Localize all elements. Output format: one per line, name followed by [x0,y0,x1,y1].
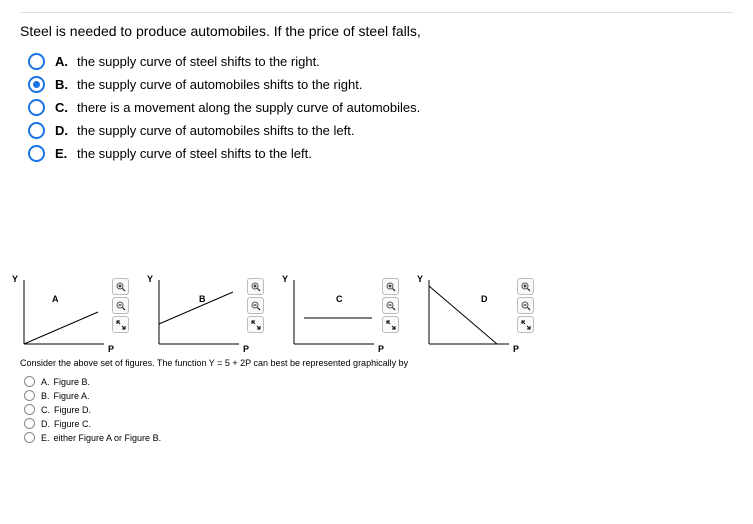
figure-b: Y P B [155,278,243,350]
figure-a: Y P A [20,278,108,350]
figure-a-svg [20,278,108,350]
zoom-out-icon[interactable] [247,297,264,314]
figure-a-tools [112,278,129,350]
radio-icon[interactable] [28,122,45,139]
section-divider [20,12,733,13]
y-axis-label: Y [147,274,153,284]
radio-icon[interactable] [28,53,45,70]
zoom-in-icon[interactable] [112,278,129,295]
option-text: the supply curve of automobiles shifts t… [77,77,362,92]
q1-option-a[interactable]: A. the supply curve of steel shifts to t… [28,53,733,70]
q1-option-e[interactable]: E. the supply curve of steel shifts to t… [28,145,733,162]
q2-options: A. Figure B. B. Figure A. C. Figure D. D… [24,376,733,443]
radio-icon[interactable] [24,376,35,387]
expand-icon[interactable] [112,316,129,333]
expand-icon[interactable] [382,316,399,333]
q2-text: Consider the above set of figures. The f… [20,358,733,368]
radio-icon[interactable] [24,418,35,429]
figure-a-block: Y P A [20,278,129,350]
q1-option-c[interactable]: C. there is a movement along the supply … [28,99,733,116]
radio-icon[interactable] [24,390,35,401]
expand-icon[interactable] [247,316,264,333]
q1-text: Steel is needed to produce automobiles. … [20,23,733,39]
option-letter: B. [55,77,71,92]
figure-letter: D [481,294,488,304]
option-text: there is a movement along the supply cur… [77,100,420,115]
radio-icon[interactable] [28,99,45,116]
radio-icon[interactable] [24,404,35,415]
option-letter: A. [41,377,50,387]
zoom-out-icon[interactable] [382,297,399,314]
p-axis-label: P [243,344,249,354]
option-text: either Figure A or Figure B. [54,433,162,443]
q2-option-c[interactable]: C. Figure D. [24,404,733,415]
option-text: Figure C. [54,419,91,429]
zoom-in-icon[interactable] [517,278,534,295]
q1-options: A. the supply curve of steel shifts to t… [28,53,733,162]
figures-row: Y P A Y P B [20,278,733,350]
figure-d-block: Y P D [425,278,534,350]
p-axis-label: P [378,344,384,354]
option-text: the supply curve of steel shifts to the … [77,146,312,161]
figure-b-tools [247,278,264,350]
figure-b-svg [155,278,243,350]
y-axis-label: Y [12,274,18,284]
figure-c-tools [382,278,399,350]
figure-d-tools [517,278,534,350]
q2-option-d[interactable]: D. Figure C. [24,418,733,429]
figure-d-svg [425,278,513,350]
option-letter: D. [55,123,71,138]
p-axis-label: P [108,344,114,354]
option-letter: C. [55,100,71,115]
option-letter: E. [41,433,50,443]
q1-option-b[interactable]: B. the supply curve of automobiles shift… [28,76,733,93]
option-letter: D. [41,419,50,429]
option-text: the supply curve of automobiles shifts t… [77,123,354,138]
figure-d: Y P D [425,278,513,350]
figure-letter: B [199,294,206,304]
figure-c-svg [290,278,378,350]
p-axis-label: P [513,344,519,354]
option-letter: C. [41,405,50,415]
q2-option-b[interactable]: B. Figure A. [24,390,733,401]
option-letter: E. [55,146,71,161]
figure-b-block: Y P B [155,278,264,350]
figure-c-block: Y P C [290,278,399,350]
q2-option-a[interactable]: A. Figure B. [24,376,733,387]
option-text: Figure D. [54,405,91,415]
option-letter: B. [41,391,50,401]
y-axis-label: Y [282,274,288,284]
q2-option-e[interactable]: E. either Figure A or Figure B. [24,432,733,443]
option-text: Figure B. [54,377,91,387]
radio-icon[interactable] [28,145,45,162]
zoom-in-icon[interactable] [247,278,264,295]
zoom-in-icon[interactable] [382,278,399,295]
figure-c: Y P C [290,278,378,350]
radio-icon[interactable] [28,76,45,93]
option-text: Figure A. [54,391,90,401]
zoom-out-icon[interactable] [112,297,129,314]
figure-letter: A [52,294,59,304]
zoom-out-icon[interactable] [517,297,534,314]
option-text: the supply curve of steel shifts to the … [77,54,320,69]
figure-letter: C [336,294,343,304]
y-axis-label: Y [417,274,423,284]
option-letter: A. [55,54,71,69]
expand-icon[interactable] [517,316,534,333]
radio-icon[interactable] [24,432,35,443]
q1-option-d[interactable]: D. the supply curve of automobiles shift… [28,122,733,139]
